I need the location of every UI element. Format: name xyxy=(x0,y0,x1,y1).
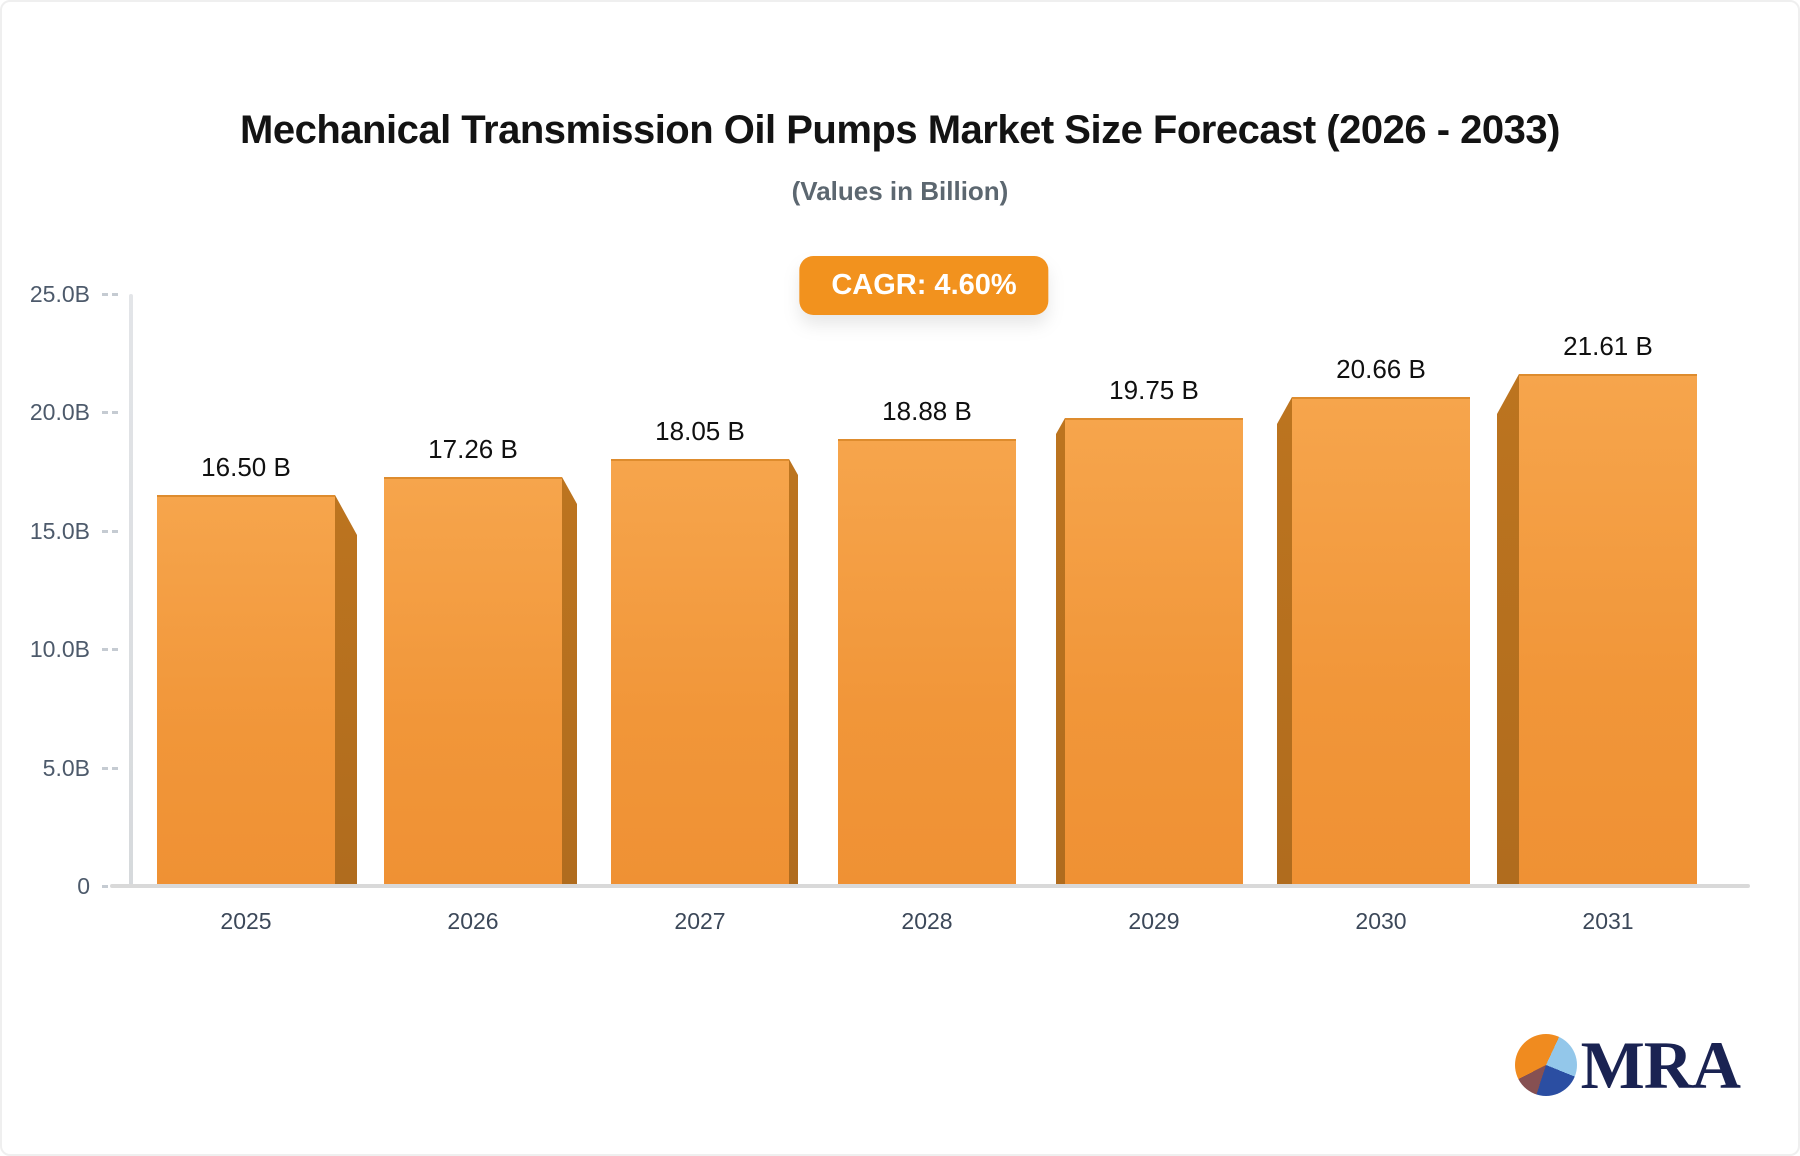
bar-2028[interactable] xyxy=(838,439,1016,886)
bar-2031[interactable] xyxy=(1519,374,1697,886)
bar-value-label: 18.88 B xyxy=(882,396,972,426)
bar-group-2028: 18.88 B 2028 xyxy=(838,396,1016,934)
x-axis-label: 2027 xyxy=(674,908,726,934)
y-tick-mark xyxy=(102,766,118,770)
y-tick-label: 0 xyxy=(77,873,90,899)
chart-subtitle: (Values in Billion) xyxy=(791,176,1009,206)
pie-chart-logo-icon xyxy=(1514,1034,1577,1096)
y-tick-label: 10.0B xyxy=(29,636,90,663)
x-axis-label: 2029 xyxy=(1128,908,1180,934)
bar-side-face xyxy=(562,477,577,886)
bar-group-2025: 16.50 B 2025 xyxy=(157,452,357,934)
bar-group-2026: 17.26 B 2026 xyxy=(384,434,577,934)
bar-2025[interactable] xyxy=(157,495,335,886)
y-tick-mark xyxy=(102,529,118,533)
bar-2030[interactable] xyxy=(1292,397,1470,886)
x-axis-label: 2026 xyxy=(447,908,499,934)
bar-2029[interactable] xyxy=(1065,418,1243,886)
brand-logo-text: MRA xyxy=(1580,1027,1741,1103)
y-tick-mark xyxy=(102,648,118,652)
bar-value-label: 21.61 B xyxy=(1563,331,1653,361)
bar-value-label: 20.66 B xyxy=(1336,354,1426,384)
plot-area: 25.0B 20.0B 15.0B 10.0B 5.0B 0 16.50 B 2025 17.… xyxy=(30,282,1722,934)
bar-group-2031: 21.61 B 2031 xyxy=(1497,331,1697,934)
y-tick-label: 20.0B xyxy=(29,399,90,426)
brand-logo: MRA xyxy=(1514,1027,1741,1103)
y-tick-mark xyxy=(102,411,118,415)
cagr-badge: CAGR: 4.60% xyxy=(799,256,1049,315)
bar-2027[interactable] xyxy=(611,459,789,886)
chart-title: Mechanical Transmission Oil Pumps Market… xyxy=(240,108,1560,152)
bar-2026[interactable] xyxy=(384,477,562,886)
y-tick-label: 25.0B xyxy=(29,281,90,307)
bar-group-2030: 20.66 B 2030 xyxy=(1277,354,1470,934)
bar-group-2029: 19.75 B 2029 xyxy=(1056,375,1243,934)
y-tick-label: 15.0B xyxy=(29,517,90,544)
y-tick-label: 5.0B xyxy=(42,754,90,781)
x-axis-label: 2028 xyxy=(901,908,953,934)
bar-value-label: 19.75 B xyxy=(1109,375,1199,405)
bar-side-face xyxy=(1056,418,1065,886)
bar-side-face xyxy=(1277,397,1292,886)
x-axis-label: 2025 xyxy=(220,908,272,934)
bar-side-face xyxy=(1497,374,1519,886)
y-tick-mark xyxy=(102,293,118,296)
y-axis-line xyxy=(129,294,133,888)
bar-group-2027: 18.05 B 2027 xyxy=(611,416,798,934)
bar-value-label: 16.50 B xyxy=(201,452,291,482)
x-axis-label: 2030 xyxy=(1355,908,1407,934)
bar-side-face xyxy=(335,495,357,886)
bar-value-label: 18.05 B xyxy=(655,416,745,446)
x-axis-line xyxy=(110,884,1750,888)
x-axis-label: 2031 xyxy=(1582,908,1634,934)
bar-side-face xyxy=(789,459,798,886)
bar-value-label: 17.26 B xyxy=(428,434,518,464)
